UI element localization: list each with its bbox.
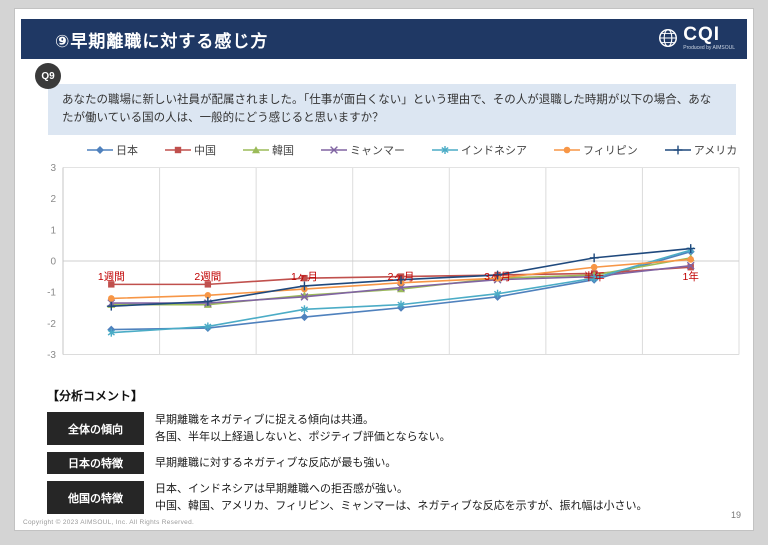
x-axis-category-label: 半年	[584, 270, 605, 283]
y-axis-tick-label: 2	[50, 194, 56, 205]
comment-text: 早期離職をネガティブに捉える傾向は共通。 各国、半年以上経過しないと、ポジティブ評…	[155, 414, 451, 443]
x-axis-category-label: 2週間	[194, 271, 221, 283]
square-marker-icon	[165, 146, 191, 154]
legend-label: 中国	[194, 145, 216, 157]
asterisk-marker-icon	[432, 146, 458, 154]
comment-label: 全体の傾向	[47, 412, 144, 445]
line-chart: 3 2 1 0 -1 -2 -3 1週間 2週間 1ヶ月 2ヶ月 3ヶ月 半年 1年	[47, 163, 740, 361]
logo-subtext: Produced by AIMSOUL	[683, 45, 735, 51]
y-axis-tick-label: 1	[50, 225, 56, 236]
legend-item-韓国: 韓国	[243, 142, 294, 158]
page-number: 19	[730, 510, 741, 520]
legend-label: ミャンマー	[350, 145, 405, 157]
legend-label: フィリピン	[583, 145, 638, 157]
question-text: あなたの職場に新しい社員が配属されました。「仕事が面白くない」という理由で、その…	[62, 94, 712, 125]
x-axis-category-label: 1ヶ月	[291, 271, 318, 283]
legend-item-インドネシア: インドネシア	[432, 142, 527, 158]
y-axis-tick-label: -2	[47, 319, 56, 330]
comment-text: 早期離職に対するネガティブな反応が最も強い。	[155, 456, 397, 469]
comment-label: 日本の特徴	[47, 452, 144, 474]
comment-row: 他国の特徴 日本、インドネシアは早期離職への拒否感が強い。 中国、韓国、アメリカ、フ…	[47, 481, 737, 514]
slide-header: ⑨早期離職に対する感じ方 CQI Produced by AIMSOUL	[21, 19, 747, 59]
globe-icon	[659, 29, 678, 47]
legend-item-ミャンマー: ミャンマー	[321, 142, 405, 158]
question-badge: Q9	[35, 63, 61, 89]
x-axis-category-label: 3ヶ月	[484, 271, 511, 283]
legend-label: 韓国	[272, 145, 294, 157]
logo-text: CQI	[683, 24, 721, 45]
y-axis-tick-label: -3	[47, 350, 56, 361]
legend-label: インドネシア	[461, 145, 527, 157]
x-axis-category-label: 2ヶ月	[388, 271, 415, 283]
x-marker-icon	[321, 146, 347, 154]
legend-item-アメリカ: アメリカ	[664, 142, 738, 158]
legend-item-フィリピン: フィリピン	[554, 142, 638, 158]
analysis-comments-title: 【分析コメント】	[47, 389, 144, 403]
comment-label: 他国の特徴	[47, 481, 144, 514]
chart-legend: 日本 中国 韓国 ミャンマー インドネシア フィリピン アメリカ	[87, 142, 737, 158]
comment-row: 全体の傾向 早期離職をネガティブに捉える傾向は共通。 各国、半年以上経過しないと、ポ…	[47, 412, 737, 445]
copyright: Copyright © 2023 AIMSOUL, Inc. All Right…	[23, 519, 195, 526]
comment-row: 日本の特徴 早期離職に対するネガティブな反応が最も強い。	[47, 452, 737, 474]
slide: ⑨早期離職に対する感じ方 CQI Produced by AIMSOUL Q9 …	[14, 8, 754, 531]
page-title: ⑨早期離職に対する感じ方	[55, 31, 269, 51]
legend-item-日本: 日本	[87, 142, 138, 158]
circle-marker-icon	[554, 146, 580, 154]
x-axis-category-label: 1週間	[98, 271, 125, 283]
legend-item-中国: 中国	[165, 142, 216, 158]
analysis-comments: 【分析コメント】 全体の傾向 早期離職をネガティブに捉える傾向は共通。 各国、半年以…	[47, 387, 737, 521]
y-axis-tick-label: -1	[47, 288, 56, 299]
comment-text: 日本、インドネシアは早期離職への拒否感が強い。 中国、韓国、アメリカ、フィリピン、…	[155, 483, 648, 512]
plus-marker-icon	[664, 145, 691, 155]
legend-label: 日本	[116, 145, 138, 157]
y-axis-tick-label: 3	[50, 163, 56, 174]
diamond-marker-icon	[87, 146, 113, 154]
triangle-marker-icon	[243, 146, 269, 154]
legend-label: アメリカ	[693, 145, 738, 157]
question-box: あなたの職場に新しい社員が配属されました。「仕事が面白くない」という理由で、その…	[48, 84, 736, 135]
cqi-logo: CQI Produced by AIMSOUL	[657, 25, 735, 51]
x-axis-category-label: 1年	[683, 270, 699, 283]
y-axis-tick-label: 0	[50, 257, 56, 268]
chart-area: 日本 中国 韓国 ミャンマー インドネシア フィリピン アメリカ 3 2 1 0 -1 -2 -3 1週間…	[43, 139, 755, 387]
